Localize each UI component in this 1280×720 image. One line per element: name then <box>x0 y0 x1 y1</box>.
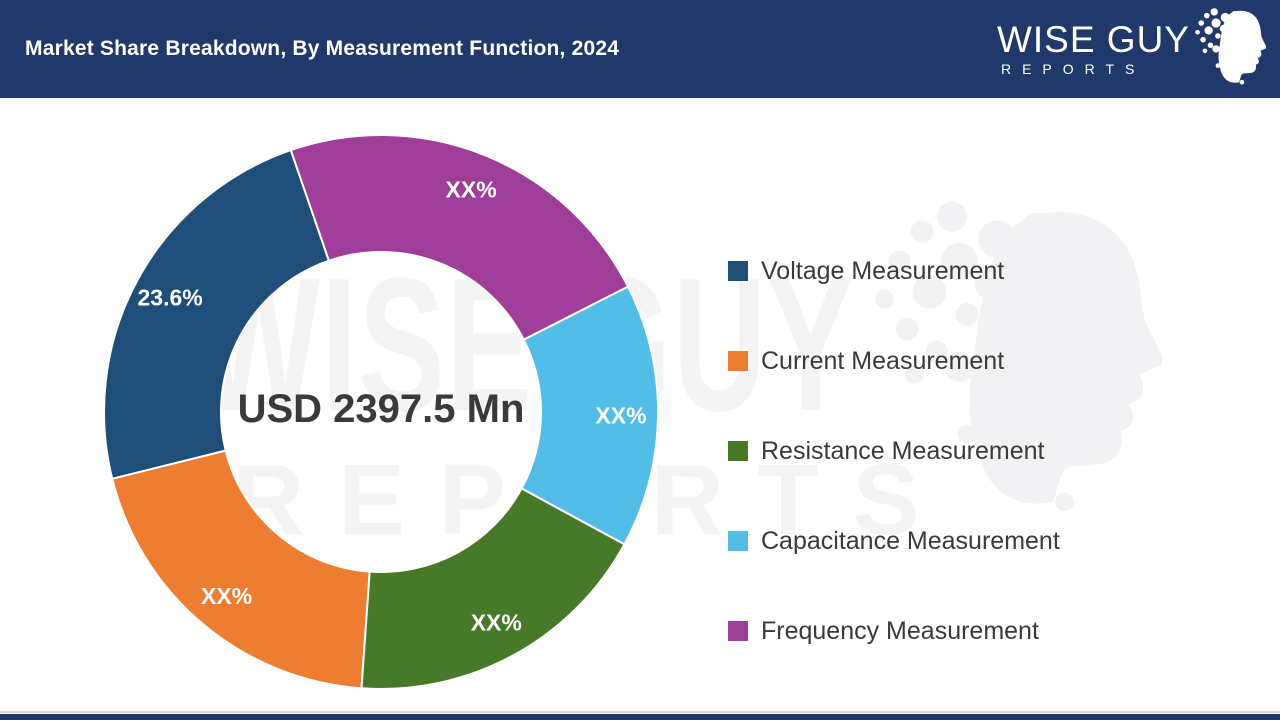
header: Market Share Breakdown, By Measurement F… <box>0 0 1280 98</box>
legend-label-current: Current Measurement <box>761 346 1005 375</box>
logo-face-icon <box>1195 8 1266 85</box>
legend-item-current: Current Measurement <box>728 346 1060 375</box>
donut-slice-resistance <box>360 487 626 690</box>
footer-bar <box>0 714 1280 720</box>
legend-label-voltage: Voltage Measurement <box>761 256 1005 285</box>
legend-item-frequency: Frequency Measurement <box>728 616 1060 645</box>
slice-value-label: XX% <box>595 402 646 428</box>
slice-value-label: XX% <box>201 583 252 609</box>
donut-slice-capacitance <box>520 285 659 546</box>
legend-swatch-capacitance <box>728 531 748 551</box>
legend-swatch-voltage <box>728 261 748 281</box>
legend-swatch-frequency <box>728 621 748 641</box>
legend-label-capacitance: Capacitance Measurement <box>761 526 1060 555</box>
chart-area: WISE GUY REPORTS 23.6%XX%XX%XX%XX%USD 23… <box>0 98 1280 714</box>
legend-item-resistance: Resistance Measurement <box>728 436 1060 465</box>
logo-wordmark-sub: REPORTS <box>1000 60 1146 77</box>
watermark-face-icon <box>875 201 1162 512</box>
donut-center-value: USD 2397.5 Mn <box>238 387 525 431</box>
donut-slice-voltage <box>103 148 331 481</box>
footer-divider <box>0 711 1280 713</box>
legend-label-frequency: Frequency Measurement <box>761 616 1039 645</box>
legend-item-capacitance: Capacitance Measurement <box>728 526 1060 555</box>
donut-chart: 23.6% XX% XX% XX% XX% USD 2397.5 Mn <box>103 134 659 690</box>
donut-slice-frequency <box>289 134 630 341</box>
slice-value-label: 23.6% <box>137 284 202 310</box>
brand-logo: WISE GUY REPORTS <box>997 8 1266 88</box>
logo-wordmark: WISE GUY REPORTS <box>997 21 1190 76</box>
chart-title: Market Share Breakdown, By Measurement F… <box>25 37 620 60</box>
legend-swatch-current <box>728 351 748 371</box>
legend-label-resistance: Resistance Measurement <box>761 436 1045 465</box>
legend-item-voltage: Voltage Measurement <box>728 256 1060 285</box>
slice-value-label: XX% <box>446 177 497 203</box>
legend: Voltage Measurement Current Measurement … <box>728 256 1060 708</box>
donut-slice-current <box>110 449 371 690</box>
logo-wordmark-main: WISE GUY <box>996 18 1190 60</box>
slice-value-label: XX% <box>471 610 522 636</box>
legend-swatch-resistance <box>728 441 748 461</box>
